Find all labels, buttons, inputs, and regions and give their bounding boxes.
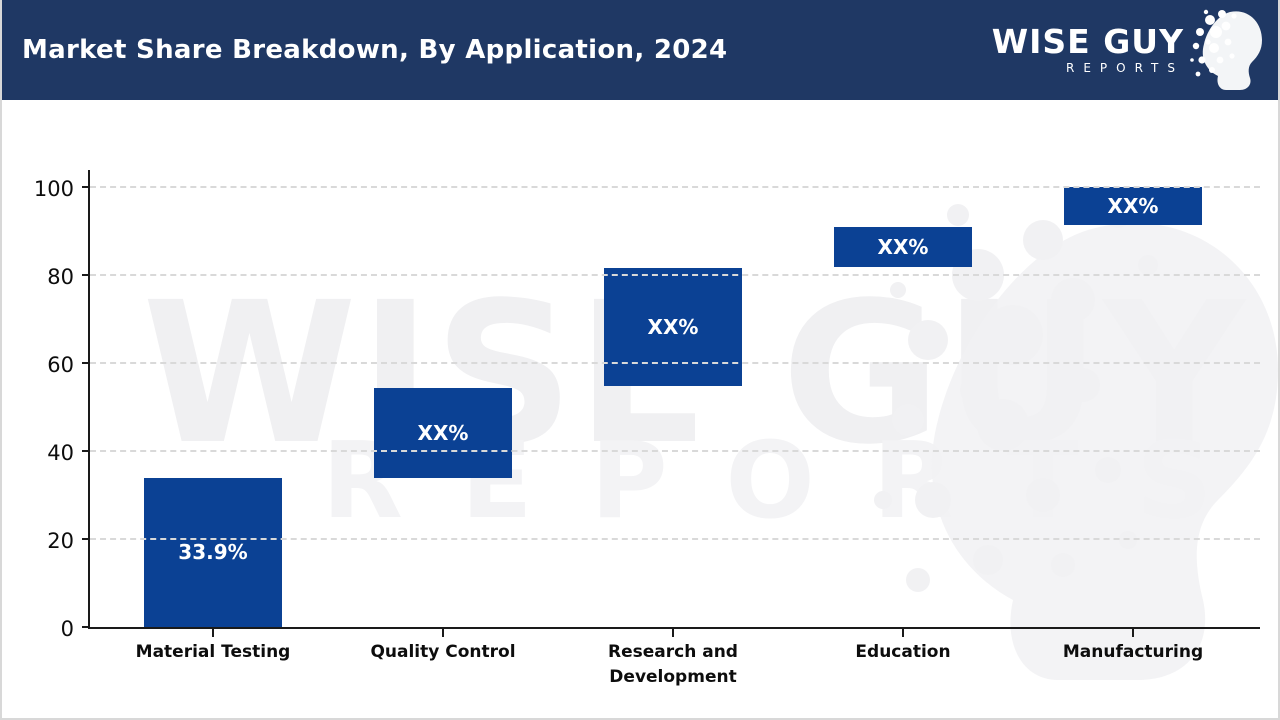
x-tick-mark bbox=[1132, 629, 1134, 637]
x-tick-mark bbox=[672, 629, 674, 637]
category-label-4: Education bbox=[855, 642, 951, 662]
bar-value-label: XX% bbox=[647, 314, 699, 339]
x-axis-line bbox=[88, 627, 1260, 629]
gridline-100 bbox=[90, 186, 1260, 188]
bar-education bbox=[834, 226, 972, 267]
brand-name: WISE GUY bbox=[991, 22, 1184, 61]
bar-value-label: XX% bbox=[877, 234, 929, 259]
brand-face-icon bbox=[1190, 9, 1262, 90]
gridline-40 bbox=[90, 450, 1260, 452]
category-label-1: Material Testing bbox=[135, 642, 291, 662]
brand-subtitle: REPORTS bbox=[1065, 61, 1184, 75]
y-tick-label: 100 bbox=[33, 177, 74, 201]
y-tick-mark bbox=[82, 362, 89, 364]
bar-value-label: 33.9% bbox=[178, 540, 248, 565]
y-tick-label: 20 bbox=[47, 529, 74, 553]
bar-manufacturing bbox=[1064, 187, 1202, 225]
brand-logo-text: WISE GUY REPORTS bbox=[992, 25, 1184, 75]
bar-material-testing bbox=[144, 477, 282, 627]
y-axis-line bbox=[88, 170, 90, 629]
y-tick-mark bbox=[82, 450, 89, 452]
gridline-60 bbox=[90, 362, 1260, 364]
x-tick-mark bbox=[442, 629, 444, 637]
y-tick-mark bbox=[82, 626, 89, 628]
chart-title: Market Share Breakdown, By Application, … bbox=[22, 35, 728, 65]
y-tick-mark bbox=[82, 274, 89, 276]
bar-research-and-development bbox=[604, 267, 742, 387]
bar-value-label: XX% bbox=[1107, 193, 1159, 218]
y-tick-label: 80 bbox=[47, 265, 74, 289]
header-band: Market Share Breakdown, By Application, … bbox=[2, 0, 1278, 100]
y-tick-mark bbox=[82, 538, 89, 540]
y-tick-mark bbox=[82, 186, 89, 188]
bar-value-label: XX% bbox=[417, 420, 469, 445]
category-label-2: Quality Control bbox=[370, 642, 516, 662]
brand-logo: WISE GUY REPORTS bbox=[992, 6, 1264, 94]
bar-quality-control bbox=[374, 387, 512, 478]
x-tick-mark bbox=[902, 629, 904, 637]
y-tick-label: 0 bbox=[60, 617, 74, 641]
gridline-80 bbox=[90, 274, 1260, 276]
y-tick-label: 60 bbox=[47, 353, 74, 377]
y-tick-label: 40 bbox=[47, 441, 74, 465]
x-tick-mark bbox=[212, 629, 214, 637]
category-label-5: Manufacturing bbox=[1062, 642, 1204, 662]
category-label-3: Research and Development bbox=[608, 642, 738, 687]
gridline-20 bbox=[90, 538, 1260, 540]
